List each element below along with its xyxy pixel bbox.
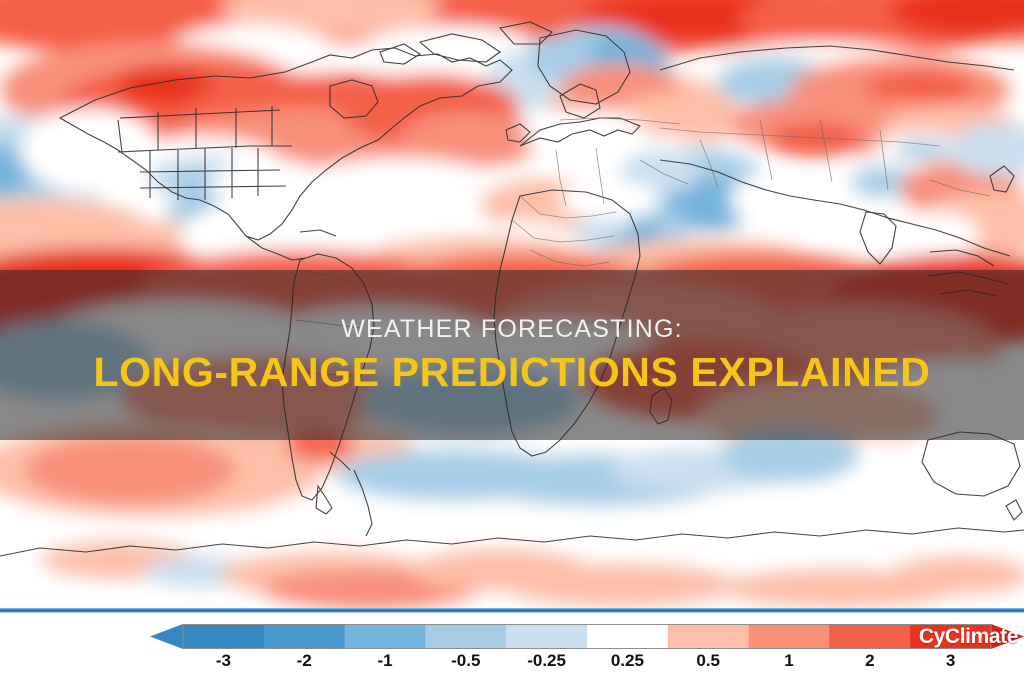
colorbar-segment bbox=[829, 624, 911, 649]
colorbar-tick-label: 1 bbox=[784, 651, 794, 670]
colorbar-segments bbox=[183, 624, 992, 649]
colorbar-segment bbox=[344, 624, 426, 649]
colorbar-segment bbox=[183, 624, 265, 649]
colorbar-tick-label: 0.25 bbox=[610, 651, 644, 670]
colorbar-tick-label: 3 bbox=[945, 651, 956, 670]
colorbar-tick-label: 0.5 bbox=[696, 651, 721, 670]
colorbar-segment bbox=[263, 624, 346, 649]
section-divider bbox=[0, 608, 1024, 613]
colorbar-right-arrow bbox=[991, 624, 1024, 649]
colorbar-segment bbox=[667, 624, 750, 649]
colorbar-segment bbox=[910, 624, 992, 649]
page-title-kicker: WEATHER FORECASTING: bbox=[341, 314, 683, 343]
colorbar-segment bbox=[506, 624, 588, 649]
colorbar-bar bbox=[150, 624, 1024, 649]
colorbar-tick-label: -1 bbox=[377, 651, 393, 670]
colorbar-tick-label: -0.5 bbox=[451, 651, 481, 670]
colorbar-tick-label: -0.25 bbox=[527, 651, 566, 670]
colorbar-segment bbox=[425, 624, 507, 649]
colorbar-left-arrow bbox=[150, 624, 183, 649]
colorbar-tick-label: 2 bbox=[865, 651, 875, 670]
colorbar-tick-label: -2 bbox=[296, 651, 312, 670]
colorbar-outline bbox=[182, 624, 992, 649]
colorbar-tick-labels: -3 -2 -1 -0.5 -0.25 0.25 0.5 1 2 3 bbox=[0, 651, 1024, 677]
colorbar-segment bbox=[587, 624, 669, 649]
colorbar-legend: -3 -2 -1 -0.5 -0.25 0.25 0.5 1 2 3 CyClimate bbox=[0, 613, 1024, 680]
page-title: LONG-RANGE PREDICTIONS EXPLAINED bbox=[93, 349, 931, 396]
colorbar-tick-label: -3 bbox=[215, 651, 231, 670]
colorbar-segment bbox=[748, 624, 830, 649]
title-overlay-band: WEATHER FORECASTING: LONG-RANGE PREDICTI… bbox=[0, 270, 1024, 440]
